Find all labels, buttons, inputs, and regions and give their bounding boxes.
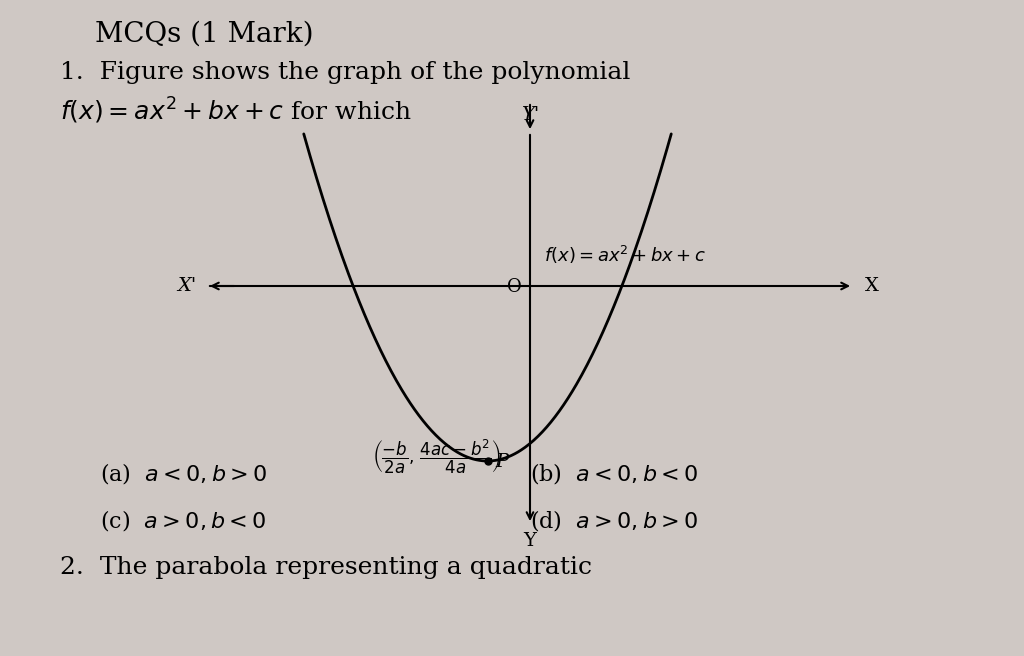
Text: MCQs (1 Mark): MCQs (1 Mark) bbox=[95, 21, 313, 48]
Text: Y: Y bbox=[523, 532, 537, 550]
Text: 2.  The parabola representing a quadratic: 2. The parabola representing a quadratic bbox=[60, 556, 592, 579]
Text: $f(x) = ax^2 + bx + c$: $f(x) = ax^2 + bx + c$ bbox=[544, 244, 706, 266]
Text: (b)  $a < 0, b < 0$: (b) $a < 0, b < 0$ bbox=[530, 461, 698, 486]
Text: X': X' bbox=[178, 277, 197, 295]
Text: (d)  $a > 0, b > 0$: (d) $a > 0, b > 0$ bbox=[530, 508, 698, 533]
Text: O: O bbox=[507, 278, 522, 296]
Text: $f(x) = ax^2 + bx + c$ for which: $f(x) = ax^2 + bx + c$ for which bbox=[60, 96, 412, 126]
Text: Y': Y' bbox=[521, 106, 539, 124]
Text: X: X bbox=[865, 277, 879, 295]
Text: P: P bbox=[496, 453, 509, 471]
Text: (c)  $a > 0, b < 0$: (c) $a > 0, b < 0$ bbox=[100, 508, 266, 533]
Text: $\left(\dfrac{-b}{2a},\, \dfrac{4ac-b^2}{4a}\right)$: $\left(\dfrac{-b}{2a},\, \dfrac{4ac-b^2}… bbox=[373, 438, 502, 476]
Text: (a)  $a < 0, b > 0$: (a) $a < 0, b > 0$ bbox=[100, 461, 267, 486]
Text: 1.  Figure shows the graph of the polynomial: 1. Figure shows the graph of the polynom… bbox=[60, 61, 631, 84]
